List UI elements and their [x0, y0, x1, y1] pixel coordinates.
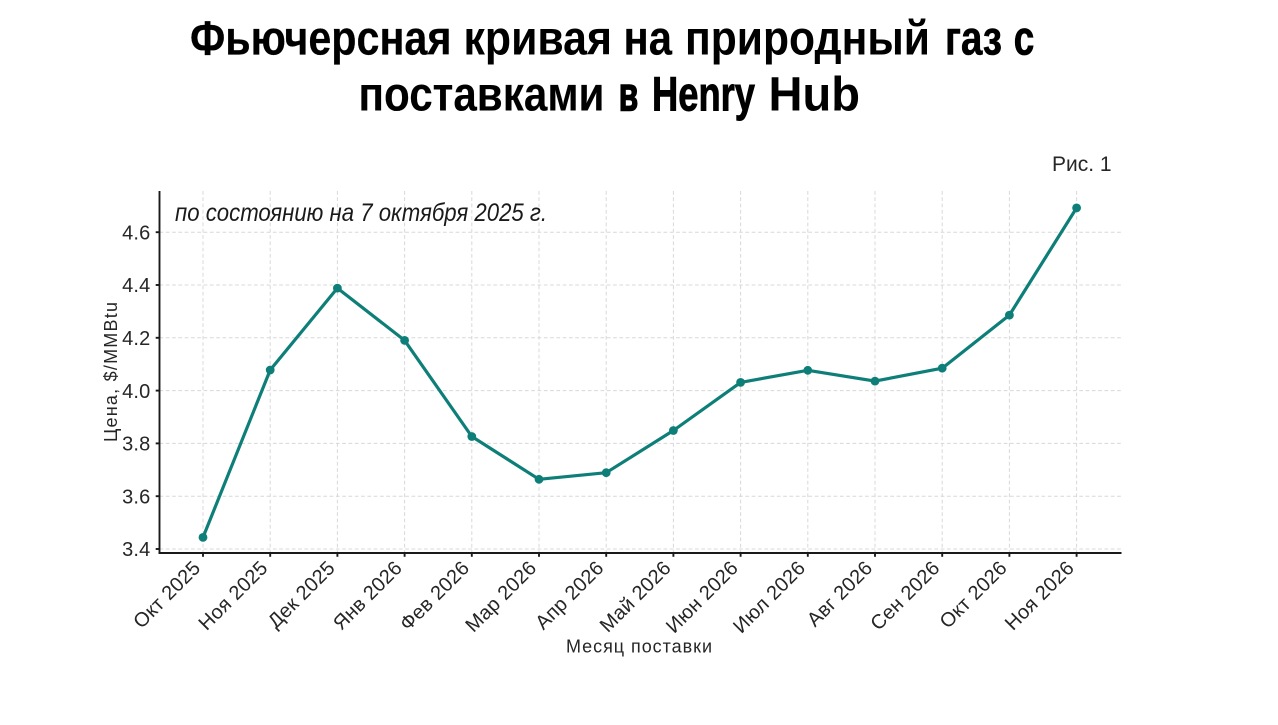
- svg-text:3.6: 3.6: [122, 486, 150, 508]
- svg-text:газ: газ: [945, 12, 1002, 65]
- svg-text:Hub: Hub: [769, 68, 861, 121]
- svg-text:Фьючерсная: Фьючерсная: [190, 12, 452, 65]
- svg-text:3.8: 3.8: [122, 434, 150, 456]
- svg-text:природный: природный: [685, 12, 930, 65]
- svg-text:поставками: поставками: [359, 68, 605, 121]
- svg-text:Цена, $/MMBtu: Цена, $/MMBtu: [101, 302, 121, 442]
- svg-text:4.2: 4.2: [122, 328, 150, 350]
- svg-text:в: в: [619, 68, 639, 121]
- svg-text:кривая: кривая: [464, 12, 613, 65]
- svg-text:3.4: 3.4: [122, 539, 150, 561]
- svg-text:на: на: [624, 12, 673, 65]
- svg-text:Henry: Henry: [652, 68, 755, 121]
- svg-text:4.4: 4.4: [122, 275, 150, 297]
- svg-text:по состоянию на 7 октября 2025: по состоянию на 7 октября 2025 г.: [175, 199, 547, 227]
- svg-text:4.6: 4.6: [122, 222, 150, 244]
- svg-text:4.0: 4.0: [122, 381, 150, 403]
- svg-text:Месяц поставки: Месяц поставки: [566, 636, 712, 656]
- svg-text:с: с: [1014, 12, 1034, 65]
- svg-text:Рис. 1: Рис. 1: [1052, 153, 1112, 176]
